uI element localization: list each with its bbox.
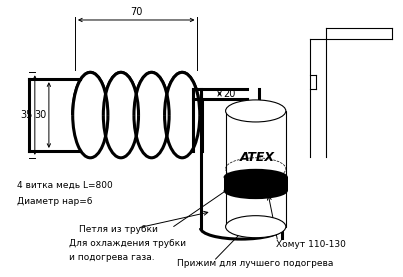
Ellipse shape [224, 169, 288, 185]
Text: 70: 70 [130, 7, 142, 17]
Text: Диаметр нар=6: Диаметр нар=6 [17, 198, 92, 206]
Text: Прижим для лучшего подогрева: Прижим для лучшего подогрева [177, 259, 334, 268]
Ellipse shape [134, 72, 169, 158]
Text: 4 витка медь L=800: 4 витка медь L=800 [17, 181, 112, 190]
Text: Петля из трубки: Петля из трубки [79, 225, 158, 234]
Text: 20: 20 [224, 89, 236, 99]
Text: ATEX: ATEX [240, 151, 275, 164]
Text: 30: 30 [35, 110, 47, 120]
Ellipse shape [224, 183, 288, 199]
Text: Хомут 110-130: Хомут 110-130 [276, 240, 346, 249]
Ellipse shape [103, 72, 139, 158]
Text: Для охлаждения трубки: Для охлаждения трубки [69, 239, 186, 248]
Ellipse shape [226, 216, 286, 238]
Bar [224, 177, 288, 191]
Bar [226, 111, 286, 227]
Text: 35: 35 [21, 110, 33, 120]
Ellipse shape [73, 72, 108, 158]
Text: и подогрева газа.: и подогрева газа. [69, 253, 155, 261]
Ellipse shape [164, 72, 200, 158]
Ellipse shape [226, 100, 286, 122]
